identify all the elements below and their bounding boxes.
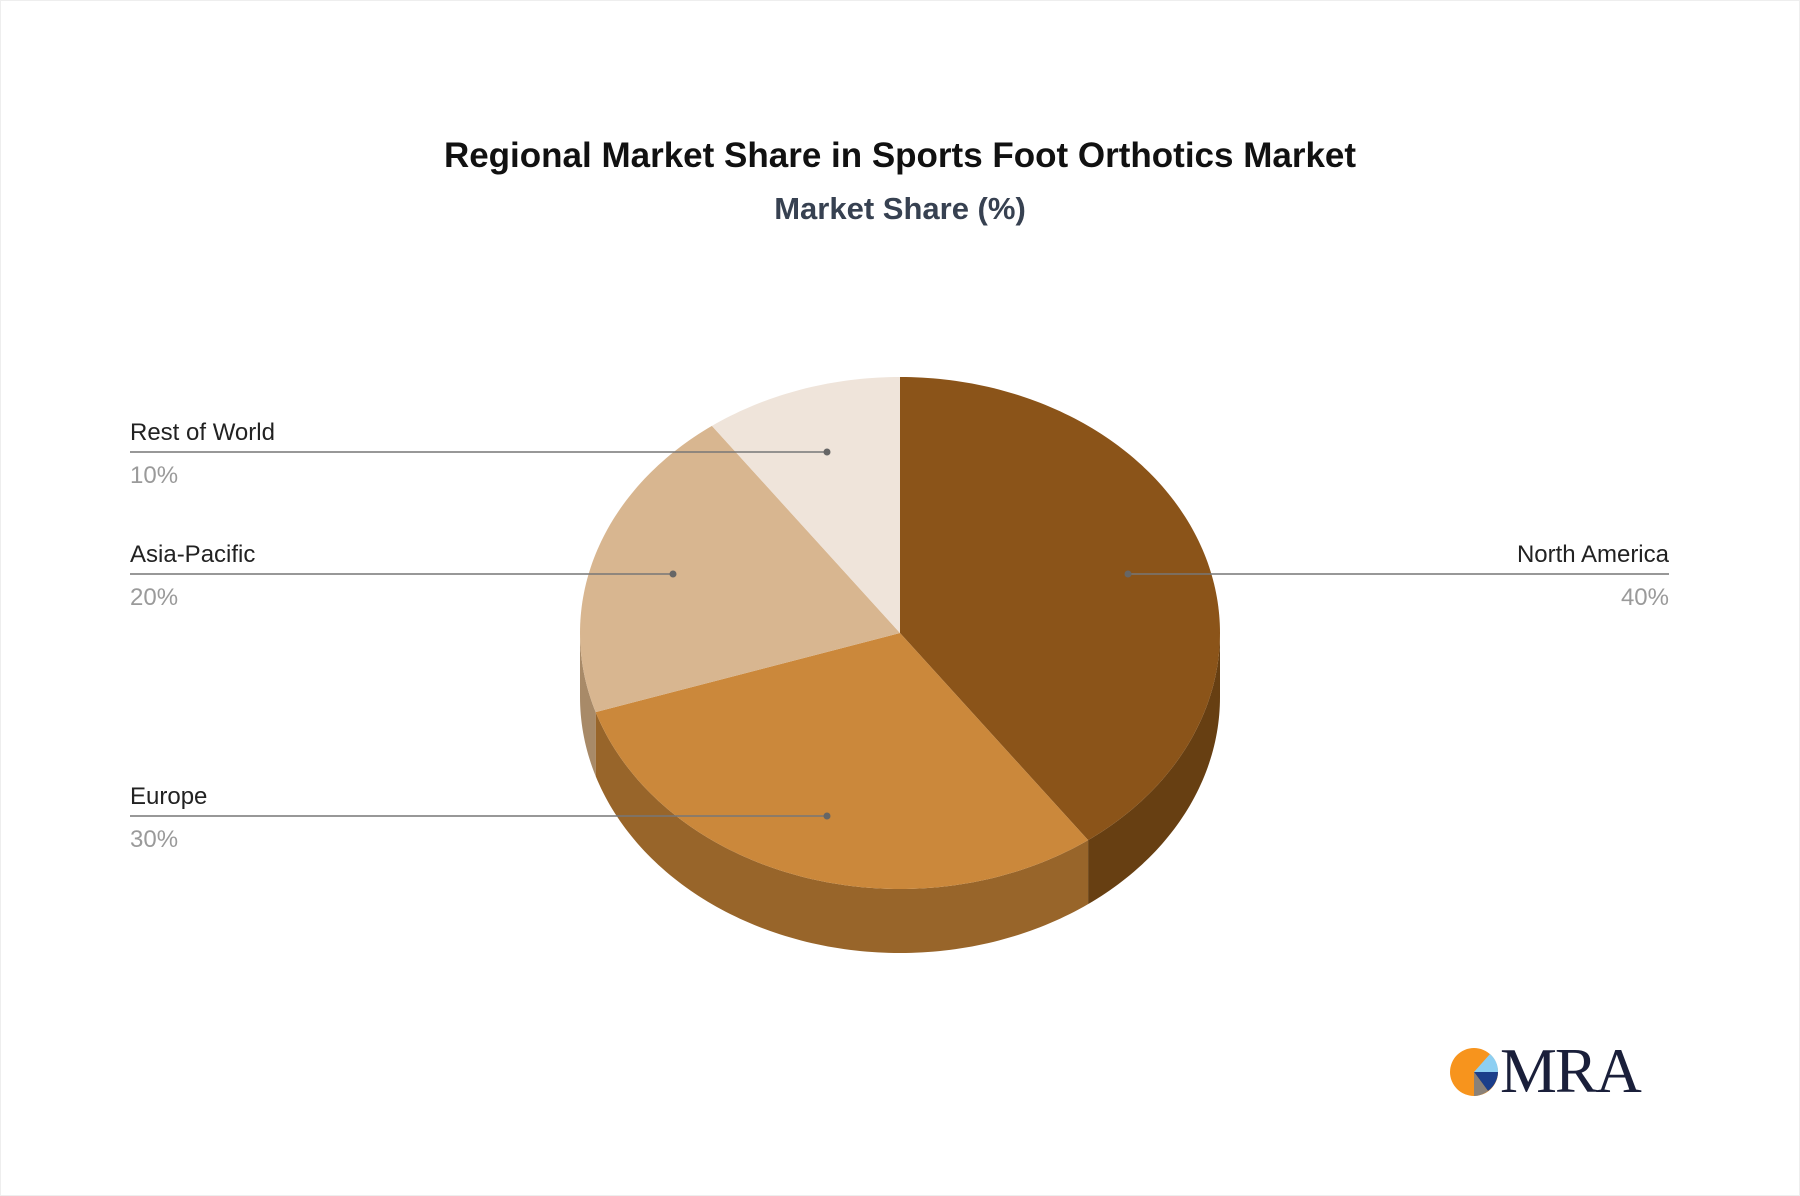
logo-text: MRA bbox=[1500, 1035, 1642, 1106]
slice-north-america[interactable] bbox=[900, 377, 1220, 841]
slice-label-rest-of-world: Rest of World bbox=[130, 419, 275, 446]
slice-side-europe bbox=[595, 712, 1089, 953]
slice-europe[interactable] bbox=[595, 633, 1089, 889]
slice-side-asia-pacific bbox=[580, 633, 596, 777]
slice-side-north-america bbox=[1088, 633, 1220, 905]
leader-dot-asia-pacific bbox=[669, 570, 677, 578]
leader-dot-rest-of-world bbox=[823, 448, 831, 456]
chart-title: Regional Market Share in Sports Foot Ort… bbox=[443, 136, 1357, 175]
slice-value-north-america: 40% bbox=[1621, 584, 1669, 611]
leader-dot-europe bbox=[823, 812, 831, 820]
mra-logo: MRA bbox=[1448, 1035, 1648, 1106]
slice-label-europe: Europe bbox=[130, 783, 207, 810]
slice-value-europe: 30% bbox=[130, 826, 178, 853]
slice-label-north-america: North America bbox=[1517, 541, 1670, 568]
slice-rest-of-world[interactable] bbox=[711, 377, 900, 633]
slice-label-asia-pacific: Asia-Pacific bbox=[130, 541, 255, 568]
slice-value-rest-of-world: 10% bbox=[130, 462, 178, 489]
logo-pie-icon bbox=[1450, 1048, 1499, 1096]
slice-value-asia-pacific: 20% bbox=[130, 584, 178, 611]
chart-subtitle: Market Share (%) bbox=[774, 191, 1026, 226]
slice-asia-pacific[interactable] bbox=[580, 425, 900, 713]
leader-dot-north-america bbox=[1124, 570, 1132, 578]
